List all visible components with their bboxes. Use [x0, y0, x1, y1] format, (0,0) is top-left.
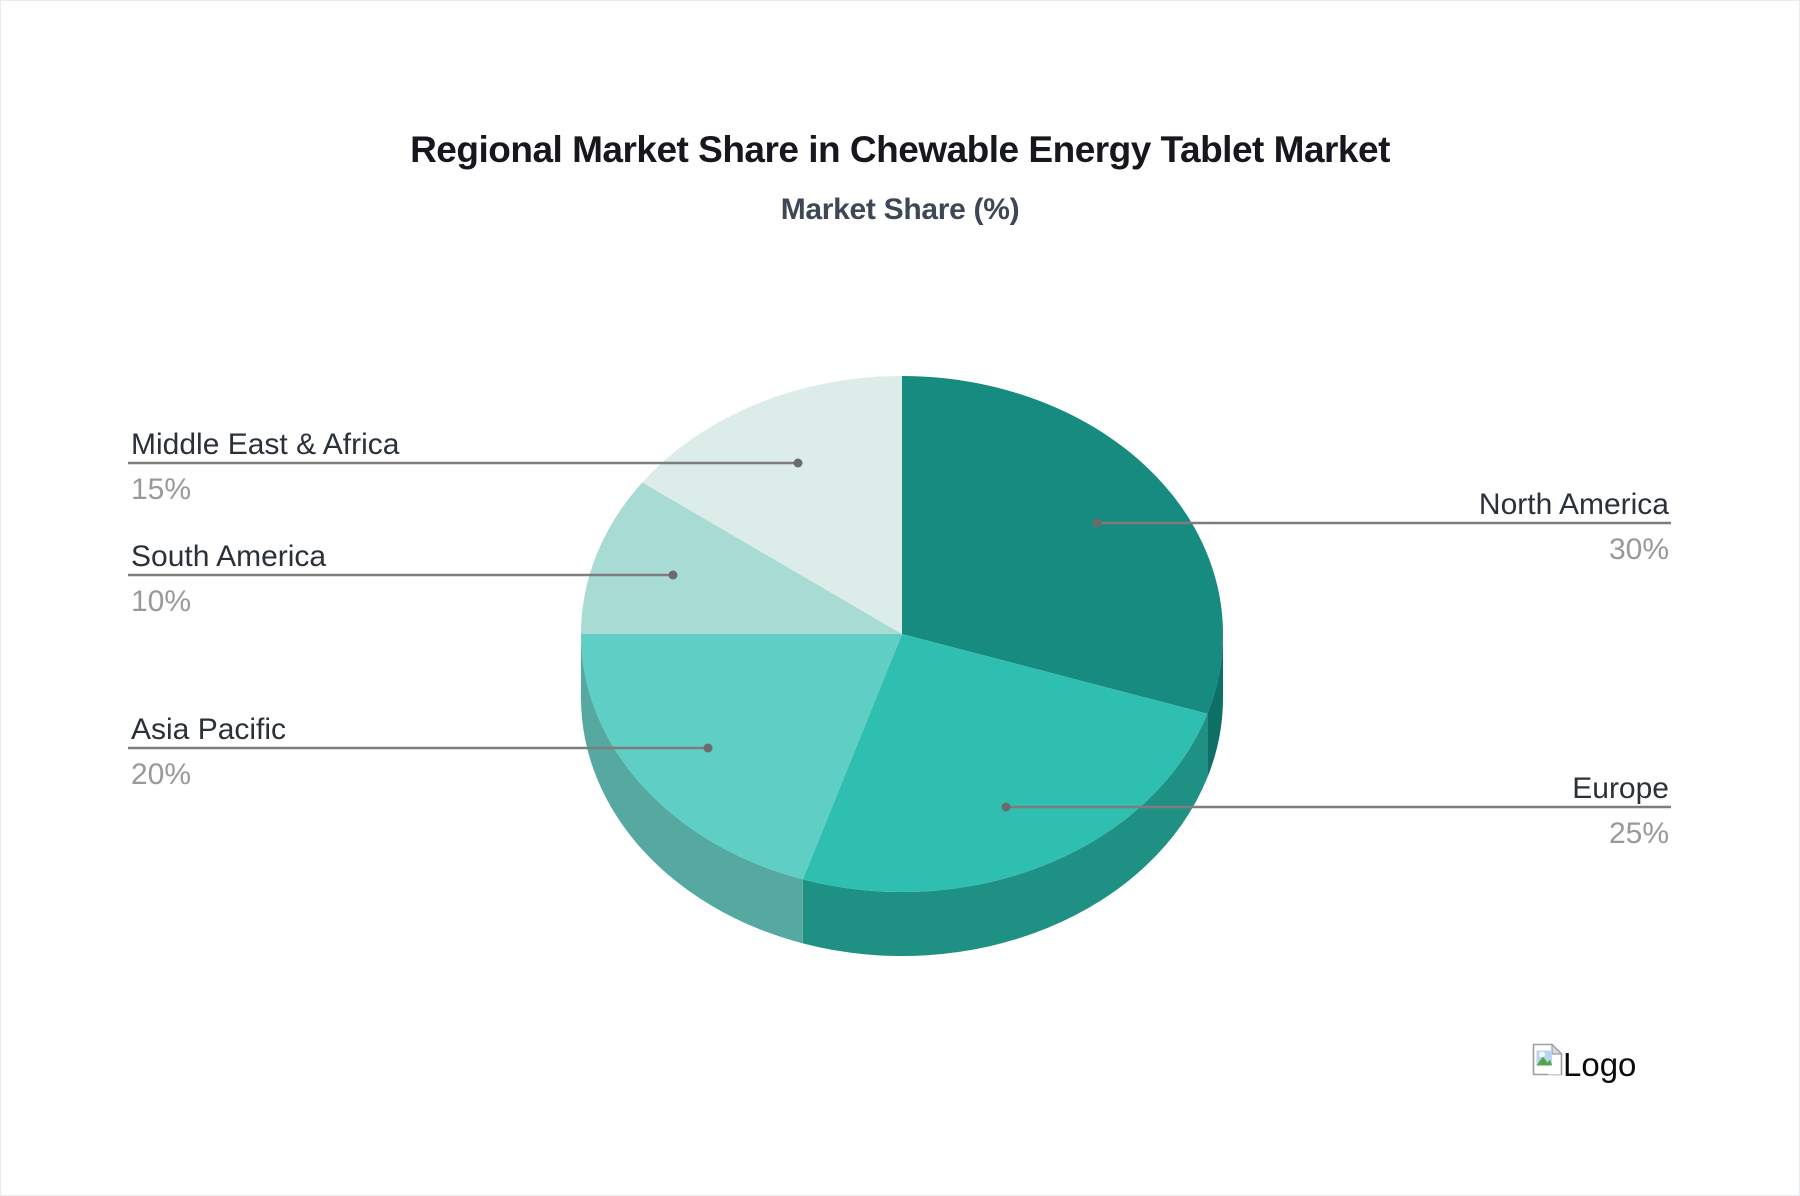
slice-percent: 15% [131, 473, 192, 506]
slice-callout-south-america: South America 10% [131, 541, 326, 618]
slice-percent: 30% [1608, 533, 1669, 566]
slice-label: South America [131, 540, 327, 573]
pie-slice-north-america[interactable] [902, 376, 1223, 714]
pie-slice-asia-pacific[interactable] [581, 634, 902, 880]
logo-alt-text: Logo [1563, 1046, 1637, 1083]
slice-label: Europe [1572, 772, 1669, 805]
slice-label: Asia Pacific [131, 713, 287, 746]
broken-image-icon [1532, 1043, 1563, 1076]
leader-dot-north-america [1092, 518, 1102, 528]
leader-dot-europe [1001, 802, 1011, 812]
pie-slice-side-europe [802, 713, 1208, 956]
slice-callout-asia-pacific: Asia Pacific 20% [131, 714, 286, 791]
slice-percent: 10% [131, 585, 192, 618]
slice-percent: 25% [1608, 817, 1669, 850]
slice-callout-middle-east-africa: Middle East & Africa 15% [131, 429, 399, 506]
pie-slice-south-america[interactable] [581, 482, 902, 634]
logo-image: Logo [1532, 1043, 1636, 1081]
chart-subtitle: Market Share (%) [780, 193, 1020, 226]
chart-title: Regional Market Share in Chewable Energy… [410, 129, 1390, 170]
leader-dot-middle-east-africa [793, 458, 803, 468]
slice-label: North America [1478, 488, 1669, 521]
slice-percent: 20% [131, 758, 192, 791]
pie-slice-middle-east-africa[interactable] [642, 376, 902, 634]
pie-slice-europe[interactable] [802, 634, 1208, 892]
slice-callout-north-america: North America 30% [1479, 489, 1669, 566]
leader-dot-south-america [668, 570, 678, 580]
slice-label: Middle East & Africa [131, 428, 400, 461]
pie-slice-side-asia-pacific [581, 634, 803, 944]
pie-slice-side-north-america [1207, 634, 1223, 778]
slice-callout-europe: Europe 25% [1572, 773, 1669, 850]
leader-dot-asia-pacific [703, 743, 713, 753]
